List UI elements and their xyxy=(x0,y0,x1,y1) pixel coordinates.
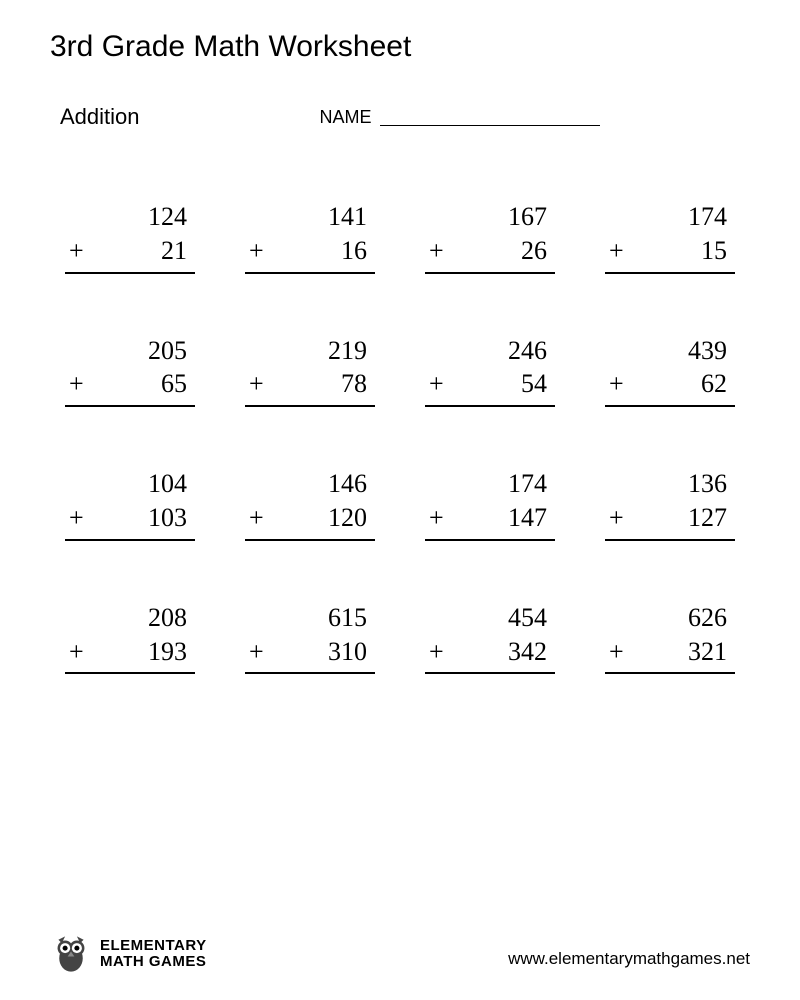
footer: ELEMENTARY MATH GAMES www.elementarymath… xyxy=(50,933,750,975)
owl-icon xyxy=(50,933,92,975)
addend-bottom: 78 xyxy=(264,367,367,401)
addend-bottom-row: +26 xyxy=(425,234,555,274)
addend-bottom-row: +103 xyxy=(65,501,195,541)
plus-operator: + xyxy=(429,635,444,669)
addition-problem: 174+15 xyxy=(605,200,735,274)
addend-top: 626 xyxy=(605,601,735,635)
addition-problem: 174+147 xyxy=(425,467,555,541)
plus-operator: + xyxy=(69,234,84,268)
plus-operator: + xyxy=(249,234,264,268)
addition-problem: 615+310 xyxy=(245,601,375,675)
addend-bottom: 321 xyxy=(624,635,727,669)
addend-bottom-row: +54 xyxy=(425,367,555,407)
addition-problem: 124+21 xyxy=(65,200,195,274)
logo: ELEMENTARY MATH GAMES xyxy=(50,933,207,975)
plus-operator: + xyxy=(249,367,264,401)
addend-bottom-row: +21 xyxy=(65,234,195,274)
addend-bottom: 54 xyxy=(444,367,547,401)
logo-text: ELEMENTARY MATH GAMES xyxy=(100,938,207,971)
plus-operator: + xyxy=(609,501,624,535)
header-row: Addition NAME xyxy=(50,104,750,130)
addend-bottom: 120 xyxy=(264,501,367,535)
logo-line2: MATH GAMES xyxy=(100,954,207,971)
addend-top: 174 xyxy=(605,200,735,234)
addend-bottom-row: +62 xyxy=(605,367,735,407)
addend-bottom: 21 xyxy=(84,234,187,268)
plus-operator: + xyxy=(609,635,624,669)
addend-bottom: 26 xyxy=(444,234,547,268)
addition-problem: 167+26 xyxy=(425,200,555,274)
addition-problem: 439+62 xyxy=(605,334,735,408)
plus-operator: + xyxy=(69,635,84,669)
addition-problem: 141+16 xyxy=(245,200,375,274)
plus-operator: + xyxy=(249,635,264,669)
addend-bottom: 103 xyxy=(84,501,187,535)
plus-operator: + xyxy=(249,501,264,535)
addition-problem: 454+342 xyxy=(425,601,555,675)
addend-top: 219 xyxy=(245,334,375,368)
plus-operator: + xyxy=(429,234,444,268)
addend-top: 208 xyxy=(65,601,195,635)
addition-problem: 219+78 xyxy=(245,334,375,408)
addend-top: 146 xyxy=(245,467,375,501)
addend-bottom: 147 xyxy=(444,501,547,535)
addition-problem: 146+120 xyxy=(245,467,375,541)
addend-bottom-row: +127 xyxy=(605,501,735,541)
name-label: NAME xyxy=(320,107,372,130)
plus-operator: + xyxy=(69,501,84,535)
addend-top: 136 xyxy=(605,467,735,501)
addend-bottom-row: +342 xyxy=(425,635,555,675)
addend-bottom: 127 xyxy=(624,501,727,535)
addend-bottom-row: +193 xyxy=(65,635,195,675)
problems-grid: 124+21141+16167+26174+15205+65219+78246+… xyxy=(50,180,750,674)
worksheet-subtitle: Addition xyxy=(60,104,140,130)
addend-bottom: 16 xyxy=(264,234,367,268)
addend-bottom-row: +321 xyxy=(605,635,735,675)
addition-problem: 205+65 xyxy=(65,334,195,408)
addend-top: 205 xyxy=(65,334,195,368)
plus-operator: + xyxy=(609,234,624,268)
plus-operator: + xyxy=(429,367,444,401)
worksheet-title: 3rd Grade Math Worksheet xyxy=(50,30,750,64)
addend-bottom-row: +120 xyxy=(245,501,375,541)
addend-bottom-row: +16 xyxy=(245,234,375,274)
addend-bottom: 15 xyxy=(624,234,727,268)
logo-line1: ELEMENTARY xyxy=(100,938,207,955)
addend-bottom: 62 xyxy=(624,367,727,401)
addition-problem: 208+193 xyxy=(65,601,195,675)
plus-operator: + xyxy=(429,501,444,535)
plus-operator: + xyxy=(609,367,624,401)
addend-bottom: 310 xyxy=(264,635,367,669)
addend-bottom: 342 xyxy=(444,635,547,669)
plus-operator: + xyxy=(69,367,84,401)
addend-bottom-row: +65 xyxy=(65,367,195,407)
addend-bottom-row: +78 xyxy=(245,367,375,407)
addend-top: 124 xyxy=(65,200,195,234)
addend-top: 141 xyxy=(245,200,375,234)
addend-top: 454 xyxy=(425,601,555,635)
addition-problem: 136+127 xyxy=(605,467,735,541)
addend-top: 174 xyxy=(425,467,555,501)
addition-problem: 246+54 xyxy=(425,334,555,408)
name-blank-line xyxy=(380,125,600,126)
addend-bottom-row: +15 xyxy=(605,234,735,274)
addend-bottom: 193 xyxy=(84,635,187,669)
addend-top: 104 xyxy=(65,467,195,501)
addend-top: 439 xyxy=(605,334,735,368)
addend-top: 246 xyxy=(425,334,555,368)
addend-bottom-row: +310 xyxy=(245,635,375,675)
addend-top: 615 xyxy=(245,601,375,635)
addend-bottom-row: +147 xyxy=(425,501,555,541)
addition-problem: 104+103 xyxy=(65,467,195,541)
addend-bottom: 65 xyxy=(84,367,187,401)
addend-top: 167 xyxy=(425,200,555,234)
website-url: www.elementarymathgames.net xyxy=(508,949,750,975)
addition-problem: 626+321 xyxy=(605,601,735,675)
